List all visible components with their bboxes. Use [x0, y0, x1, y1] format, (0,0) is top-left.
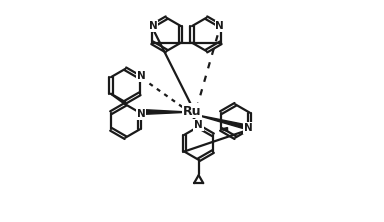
Polygon shape [142, 110, 187, 114]
Text: N: N [194, 120, 203, 130]
Text: N: N [243, 123, 252, 133]
Text: N: N [137, 71, 145, 81]
Polygon shape [221, 127, 228, 131]
Text: N: N [137, 109, 145, 119]
Text: N: N [215, 21, 224, 31]
Text: N: N [149, 21, 157, 31]
Text: Ru: Ru [183, 105, 201, 117]
Polygon shape [199, 115, 252, 131]
